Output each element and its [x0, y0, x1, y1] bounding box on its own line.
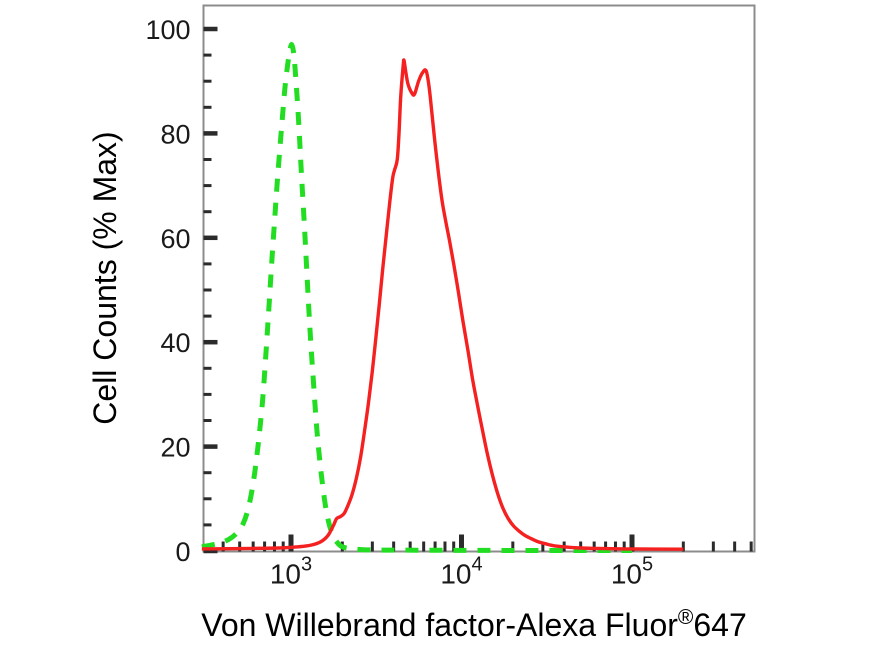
y-tick-label: 80	[160, 119, 190, 149]
x-axis-title-registered-mark: ®	[678, 606, 694, 629]
y-axis: 0 20 40 60 80 100	[145, 15, 218, 567]
y-tick-label: 100	[145, 15, 190, 45]
x-axis-title-text: Von Willebrand factor-Alexa Fluor®647	[201, 606, 747, 643]
x-axis-title-main: Von Willebrand factor-Alexa Fluor	[201, 607, 678, 643]
x-tick-label: 105	[611, 554, 653, 590]
y-tick-label: 40	[160, 328, 190, 358]
y-tick-label: 20	[160, 433, 190, 463]
y-tick-label: 60	[160, 224, 190, 254]
x-tick-label: 103	[270, 554, 312, 590]
y-tick-label: 0	[175, 537, 190, 567]
series-line-2	[201, 58, 684, 551]
y-axis-title-text: Cell Counts (% Max)	[87, 131, 123, 424]
series-line-1	[201, 42, 633, 553]
x-axis-title-tail: 647	[693, 607, 746, 643]
x-axis-title: Von Willebrand factor-Alexa Fluor®647	[201, 606, 747, 643]
y-axis-title: Cell Counts (% Max)	[87, 131, 123, 424]
data-series-group	[201, 42, 684, 553]
x-tick-label: 104	[440, 554, 482, 590]
